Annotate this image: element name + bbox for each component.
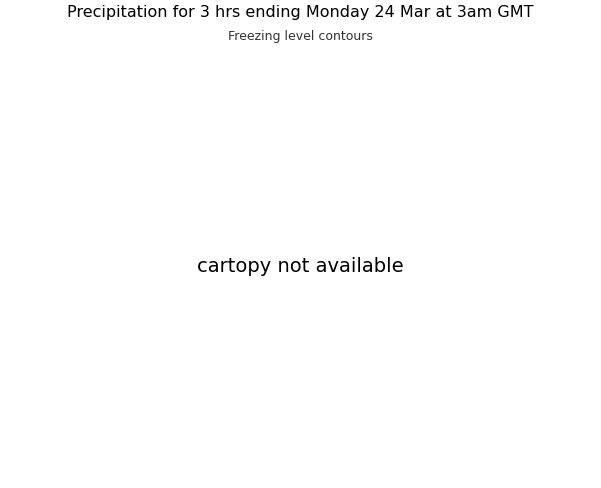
Text: Precipitation for 3 hrs ending Monday 24 Mar at 3am GMT: Precipitation for 3 hrs ending Monday 24… — [67, 5, 534, 20]
Text: Freezing level contours: Freezing level contours — [228, 30, 373, 43]
Text: cartopy not available: cartopy not available — [197, 257, 404, 276]
